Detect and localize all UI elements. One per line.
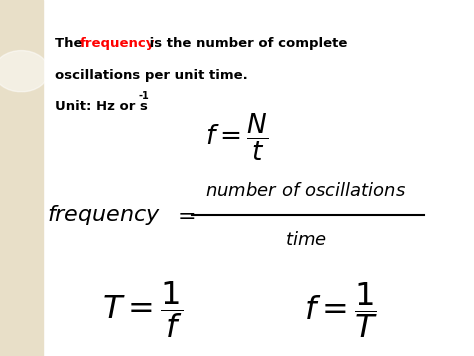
Text: $\mathit{number\ of\ oscillations}$: $\mathit{number\ of\ oscillations}$ [205, 182, 406, 200]
Text: $\mathit{f} = \dfrac{N}{t}$: $\mathit{f} = \dfrac{N}{t}$ [205, 111, 269, 163]
Text: oscillations per unit time.: oscillations per unit time. [55, 69, 247, 82]
Text: $\mathit{f} = \dfrac{1}{T}$: $\mathit{f} = \dfrac{1}{T}$ [304, 280, 378, 340]
Text: is the number of complete: is the number of complete [145, 37, 347, 51]
Text: $\mathit{T} = \dfrac{1}{f}$: $\mathit{T} = \dfrac{1}{f}$ [101, 279, 183, 340]
Circle shape [3, 93, 39, 120]
Text: Unit: Hz or s: Unit: Hz or s [55, 100, 147, 113]
Text: $\mathit{frequency}$: $\mathit{frequency}$ [47, 203, 162, 227]
Text: $\mathit{time}$: $\mathit{time}$ [285, 231, 327, 248]
Text: The: The [55, 37, 87, 51]
Bar [0, 0, 43, 356]
Text: -1: -1 [139, 91, 150, 101]
Text: frequency: frequency [80, 37, 155, 51]
Circle shape [0, 51, 49, 92]
Text: $=$: $=$ [173, 205, 196, 225]
